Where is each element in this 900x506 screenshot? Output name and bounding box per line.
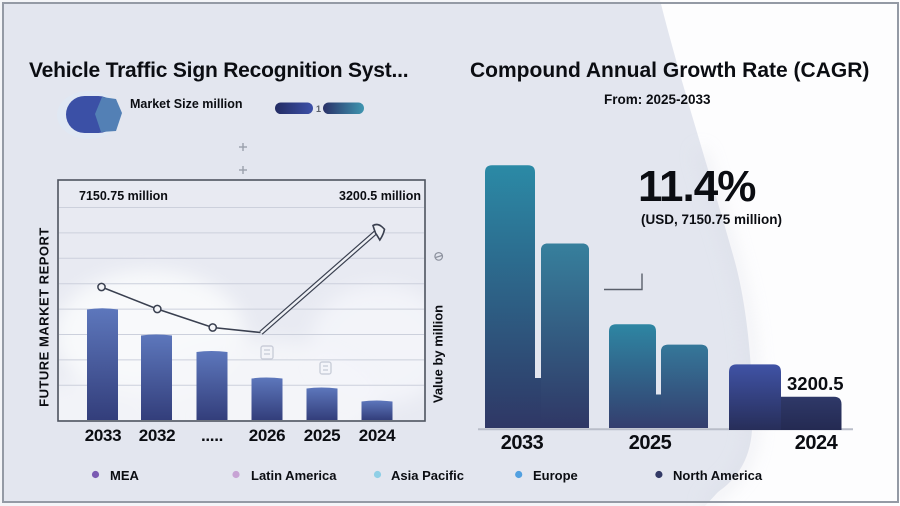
svg-text:1: 1 xyxy=(316,104,321,114)
